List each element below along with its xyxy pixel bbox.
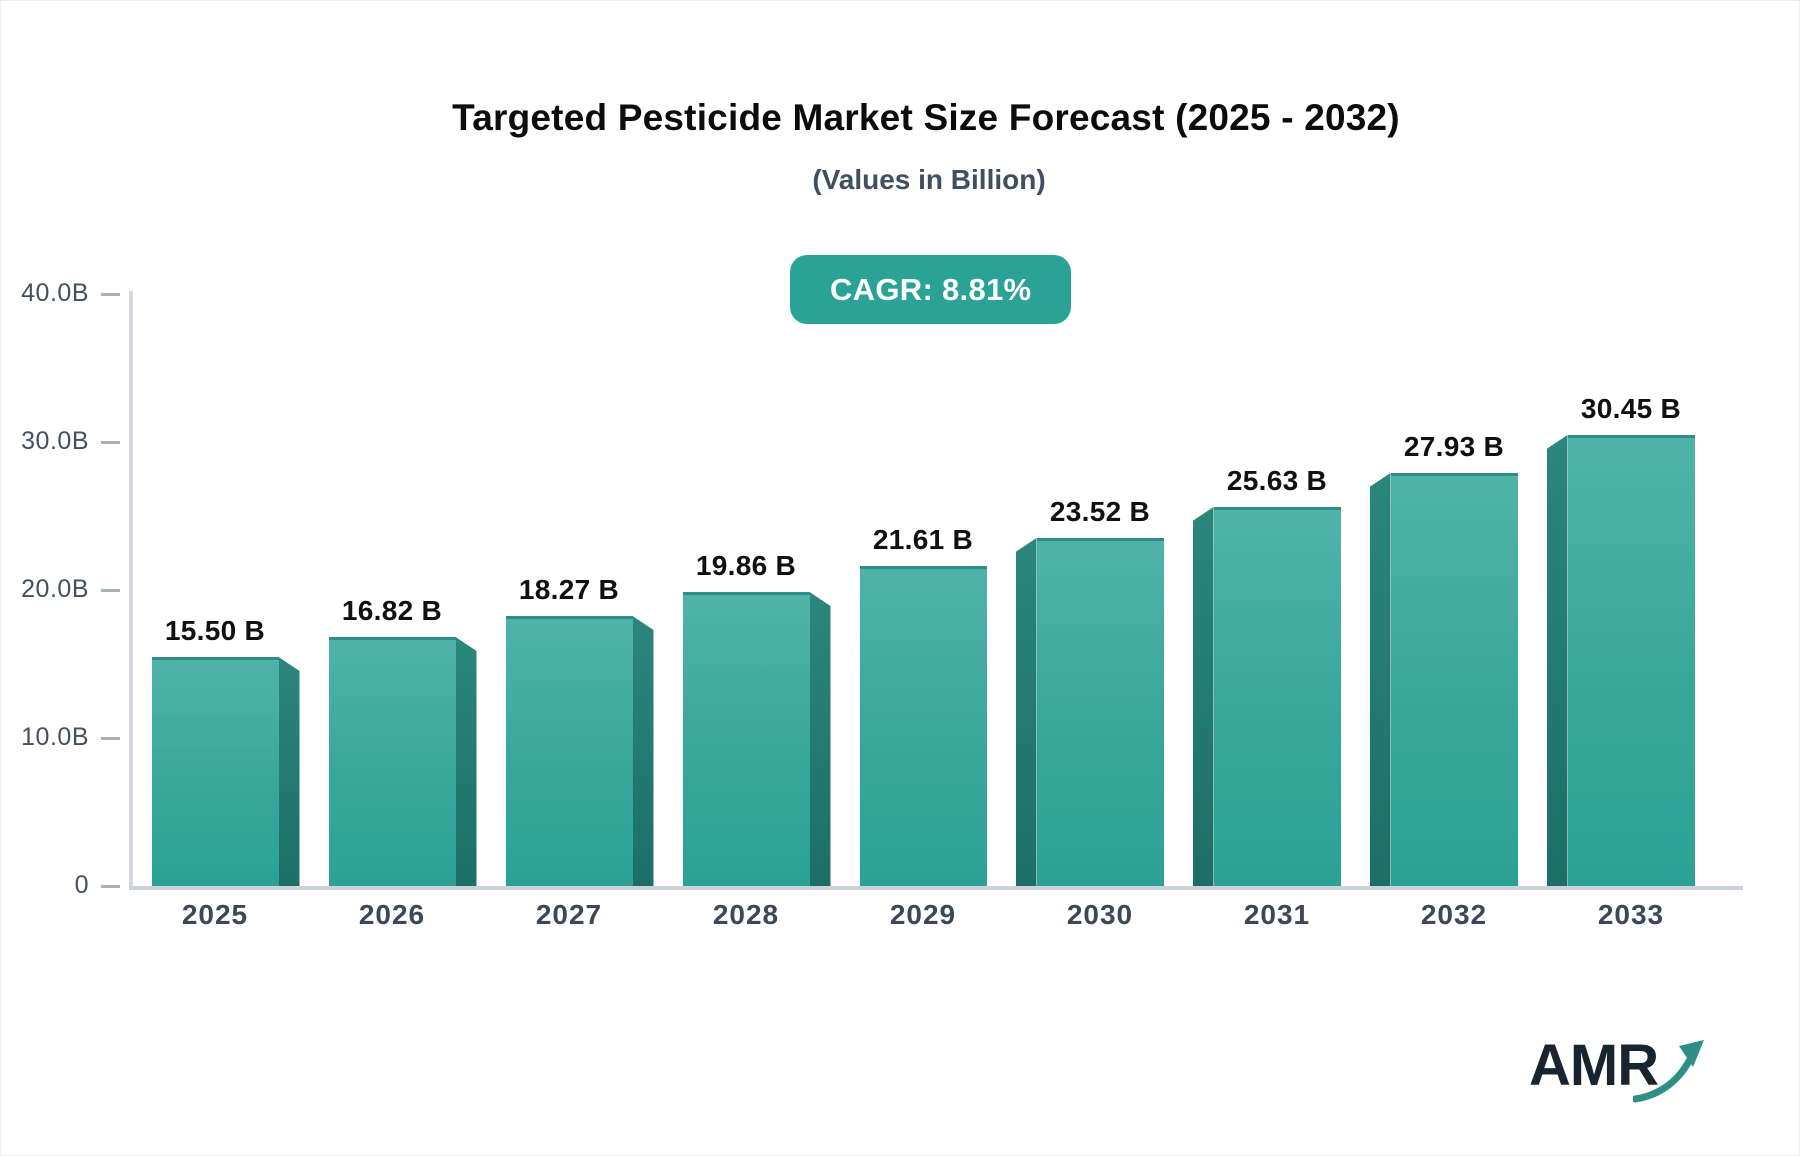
y-tick-label: 10.0B [21,723,89,751]
bar [1036,538,1164,886]
bar-value-label: 21.61 B [872,524,974,555]
bar-value-label: 18.27 B [518,574,620,605]
x-axis-label: 2026 [358,899,426,930]
y-tick-mark [101,293,120,296]
x-axis-label: 2025 [181,899,249,930]
y-tick-mark [101,441,120,444]
bar [1567,435,1695,886]
bar-3d-side [455,637,477,886]
bar [328,637,456,886]
brand-logo-text: AMR [1529,1033,1659,1098]
y-tick-mark [101,737,120,740]
bar-value-label: 19.86 B [695,550,797,581]
bar [151,657,279,886]
bar-3d-side [1546,435,1568,886]
bar-3d-side [1192,507,1214,886]
bar-value-label: 25.63 B [1226,465,1328,496]
x-axis-label: 2030 [1066,899,1134,930]
x-axis-line [129,886,1743,890]
cagr-badge: CAGR: 8.81% [790,255,1072,324]
bar-value-label: 16.82 B [341,595,443,626]
x-axis-label: 2033 [1597,899,1665,930]
bar-value-label: 27.93 B [1403,431,1505,462]
bar-3d-side [1015,538,1037,886]
bar-value-label: 23.52 B [1049,496,1151,527]
bar-3d-side [278,657,300,886]
y-tick-label: 20.0B [21,575,89,603]
bar [505,616,633,886]
y-tick-mark [101,885,120,888]
x-axis-label: 2028 [712,899,780,930]
chart-subtitle: (Values in Billion) [812,164,1046,195]
y-tick-mark [101,589,120,592]
growth-arrow-icon [1633,1040,1704,1103]
x-axis-label: 2032 [1420,899,1488,930]
y-axis-line [129,291,133,890]
bar [682,592,810,886]
x-axis-label: 2031 [1243,899,1311,930]
brand-logo: AMR [1529,1037,1709,1107]
y-tick-label: 40.0B [21,279,89,307]
bar [1213,507,1341,886]
x-axis-label: 2029 [889,899,957,930]
bar-value-label: 30.45 B [1580,393,1682,424]
chart-title: Targeted Pesticide Market Size Forecast … [452,97,1400,138]
bar [1390,473,1518,886]
y-tick-label: 30.0B [21,427,89,455]
bar-3d-side [1369,473,1391,886]
y-tick-label: 0 [74,871,89,899]
bar [859,566,987,886]
bar-3d-side [809,592,831,886]
x-axis-label: 2027 [535,899,603,930]
bar-3d-side [632,616,654,886]
bar-value-label: 15.50 B [164,615,266,646]
